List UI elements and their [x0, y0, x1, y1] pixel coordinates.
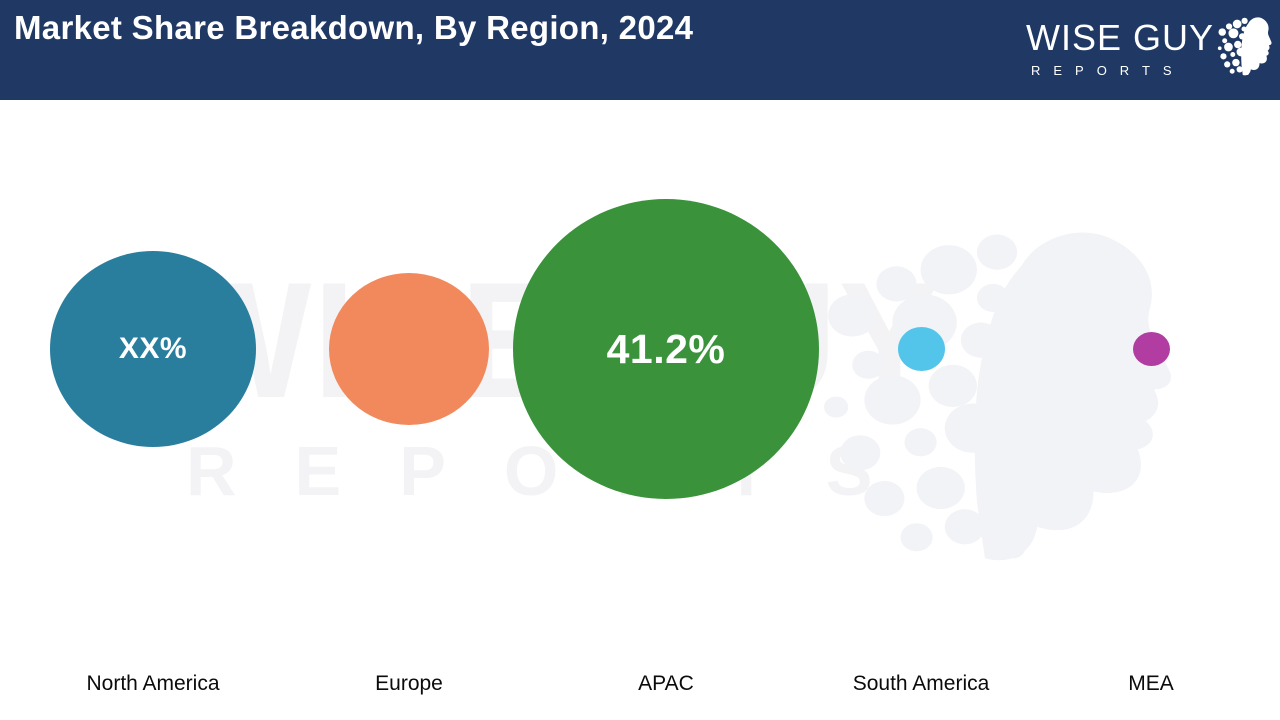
bubble-north-america: XX%	[50, 251, 256, 447]
brand-head-icon	[1216, 6, 1272, 88]
bubble-south-america	[897, 327, 945, 371]
brand-logo-text: WISE GUY REPORTS	[1025, 17, 1214, 79]
watermark-head-icon	[812, 224, 1174, 576]
page-title: Market Share Breakdown, By Region, 2024	[14, 9, 694, 46]
category-label-mea: MEA	[1128, 672, 1174, 695]
category-label-europe: Europe	[375, 672, 443, 695]
bubble-europe	[329, 273, 489, 425]
header: Market Share Breakdown, By Region, 2024 …	[0, 0, 1280, 100]
category-label-north-america: North America	[86, 672, 220, 695]
category-label-south-america: South America	[852, 672, 990, 695]
bubble-value-label: 41.2%	[606, 325, 726, 372]
category-label-apac: APAC	[638, 672, 694, 695]
brand-name: WISE GUY	[1025, 17, 1214, 58]
brand-subtitle: REPORTS	[1030, 63, 1185, 78]
bubble-apac: 41.2%	[513, 199, 819, 499]
bubble-mea	[1132, 332, 1170, 366]
bubble-chart: WISE GUY REPORTS XX%41.2% North AmericaE…	[0, 100, 1280, 720]
bubble-value-label: XX%	[118, 332, 188, 365]
brand-logo: WISE GUY REPORTS	[1026, 6, 1272, 88]
